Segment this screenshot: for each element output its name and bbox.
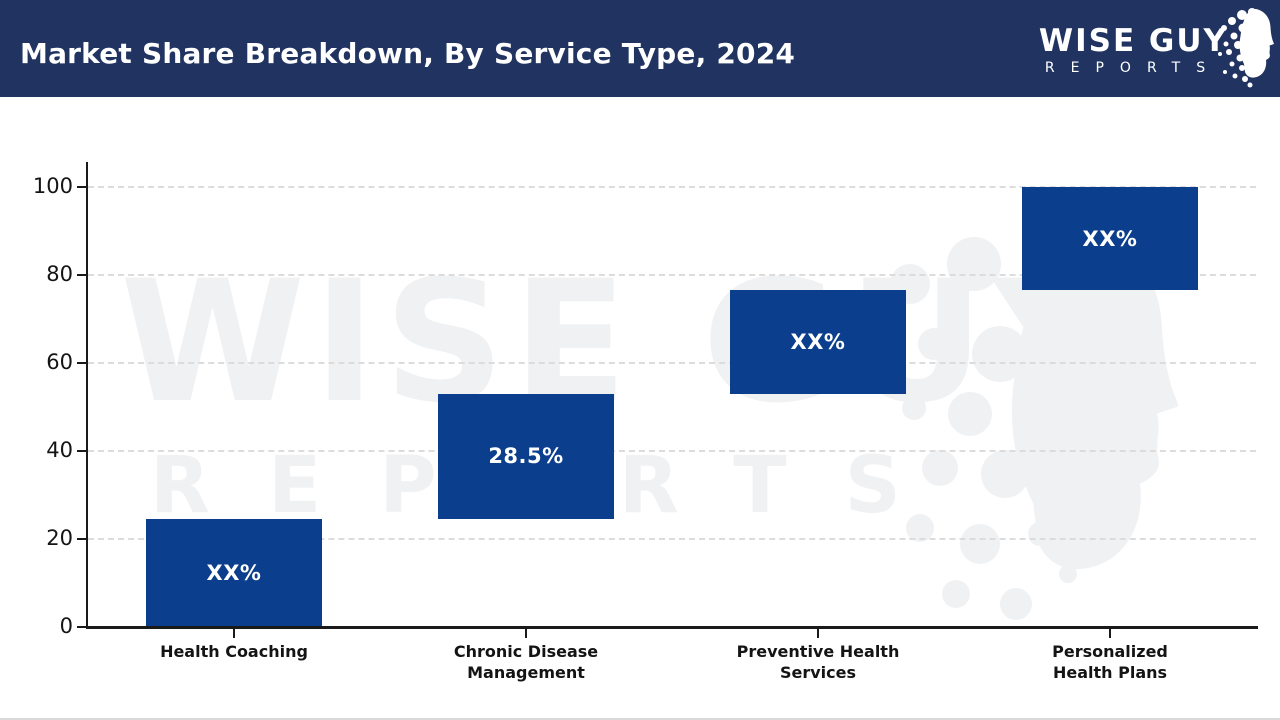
dotted-face-icon	[1216, 7, 1274, 87]
logo-text: WISE GUY REPORTS	[1039, 25, 1228, 76]
bar-value-label: XX%	[790, 330, 846, 355]
gridline-60	[88, 362, 1256, 364]
y-tick-100	[77, 186, 86, 188]
bar-segment: XX%	[1022, 187, 1198, 291]
watermark-wordmark: WISE GUY	[120, 244, 1123, 440]
x-category-label-line: Health Coaching	[160, 642, 308, 661]
bottom-border	[0, 718, 1280, 720]
y-tick-label-40: 40	[46, 438, 73, 462]
y-tick-label-20: 20	[46, 526, 73, 550]
x-category-label-line: Services	[779, 663, 857, 682]
logo-wordmark: WISE GUY	[1038, 23, 1228, 59]
gridline-80	[88, 274, 1256, 276]
y-tick-60	[77, 362, 86, 364]
logo-subtitle: REPORTS	[1044, 60, 1222, 76]
bar-segment: XX%	[146, 519, 322, 627]
gridline-40	[88, 450, 1256, 452]
y-tick-20	[77, 538, 86, 540]
gridline-20	[88, 538, 1256, 540]
bar-value-label: XX%	[1082, 226, 1138, 251]
wise-guy-reports-logo: WISE GUY REPORTS	[1039, 7, 1274, 94]
x-category-label-line: Management	[467, 663, 585, 682]
x-category-label: Personalized Health Plans	[960, 641, 1260, 683]
x-tick	[1109, 629, 1111, 638]
page-title: Market Share Breakdown, By Service Type,…	[20, 37, 796, 70]
gridline-100	[88, 186, 1256, 188]
header-bar: Market Share Breakdown, By Service Type,…	[0, 0, 1280, 97]
x-category-label: Preventive Health Services	[668, 641, 968, 683]
y-tick-label-60: 60	[46, 350, 73, 374]
x-category-label-line: Chronic Disease	[453, 642, 599, 661]
x-category-label-line: Health Plans	[1052, 663, 1168, 682]
y-tick-80	[77, 274, 86, 276]
x-tick	[817, 629, 819, 638]
bar-value-label: 28.5%	[488, 444, 564, 469]
x-category-label-line: Personalized	[1052, 642, 1168, 661]
bar-segment: XX%	[730, 290, 906, 394]
x-category-label: Chronic Disease Management	[376, 641, 676, 683]
y-tick-0	[77, 626, 86, 628]
y-axis-line	[86, 162, 88, 629]
y-tick-40	[77, 450, 86, 452]
x-tick	[233, 629, 235, 638]
x-category-label-line: Preventive Health	[736, 642, 900, 661]
y-tick-label-0: 0	[59, 614, 73, 638]
y-tick-label-100: 100	[32, 174, 73, 198]
x-tick	[525, 629, 527, 638]
bar-value-label: XX%	[206, 561, 262, 586]
bar-segment: 28.5%	[438, 393, 614, 520]
y-tick-label-80: 80	[46, 262, 73, 286]
x-category-label: Health Coaching	[84, 641, 384, 662]
x-axis-line	[86, 626, 1258, 629]
